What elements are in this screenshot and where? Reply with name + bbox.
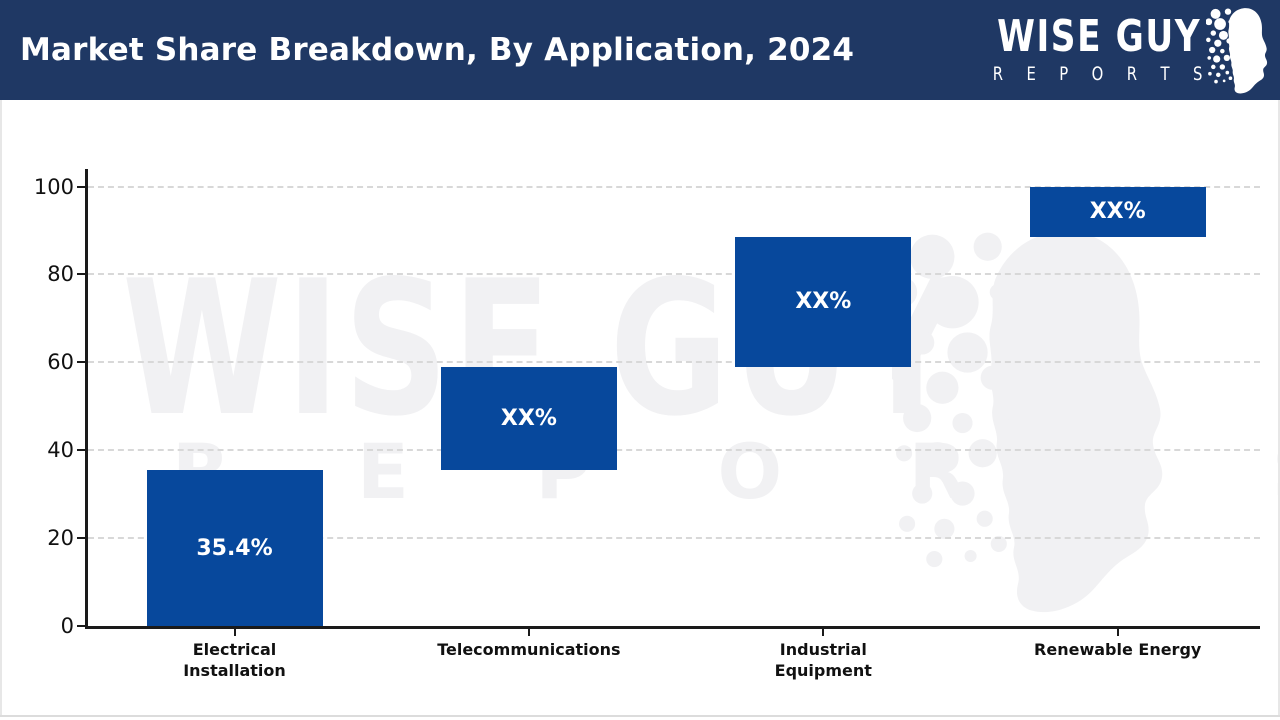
y-tick <box>77 185 85 188</box>
bar-value-label: 35.4% <box>196 535 273 561</box>
bar-value-label: XX% <box>500 406 557 432</box>
bar-value-label: XX% <box>1089 199 1146 225</box>
bottom-border <box>0 715 1280 717</box>
header: Market Share Breakdown, By Application, … <box>0 0 1280 100</box>
gridline <box>88 449 1260 452</box>
wise-guy-logo: WISE GUY R E P O R T S <box>923 4 1268 96</box>
bar: 35.4% <box>146 470 323 626</box>
x-tick <box>1116 629 1119 636</box>
chart-title: Market Share Breakdown, By Application, … <box>20 32 855 68</box>
left-border <box>0 100 2 717</box>
bar-value-label: XX% <box>795 289 852 315</box>
y-tick-label: 80 <box>47 262 74 287</box>
x-axis-label: Renewable Energy <box>968 639 1268 660</box>
bar: XX% <box>735 237 912 367</box>
right-border <box>1278 100 1280 717</box>
y-tick-label: 20 <box>47 526 74 551</box>
x-axis-label: Electrical Installation <box>85 639 385 681</box>
y-tick-label: 100 <box>33 174 74 199</box>
y-tick-label: 60 <box>47 350 74 375</box>
y-tick-label: 40 <box>47 438 74 463</box>
logo-wordmark: WISE GUY <box>997 11 1202 62</box>
y-axis-spine <box>85 169 88 629</box>
x-axis-label-line: Electrical <box>192 640 277 659</box>
logo-text: WISE GUY R E P O R T S <box>987 11 1212 86</box>
bar: XX% <box>440 366 617 471</box>
gridline <box>88 185 1260 188</box>
wise-guy-head-icon <box>1206 8 1268 94</box>
x-axis-label-line: Telecommunications <box>437 640 621 659</box>
logo-subtitle: R E P O R T S <box>993 63 1212 85</box>
x-axis-label-line: Industrial <box>779 640 867 659</box>
y-tick <box>77 537 85 540</box>
x-axis-label-line: Equipment <box>774 661 872 680</box>
x-tick <box>822 629 825 636</box>
bar: XX% <box>1029 186 1206 238</box>
plot-area: 0 20 40 60 80 100 35.4% Electrical Installation X… <box>34 169 1260 680</box>
y-tick-label: 0 <box>60 614 74 638</box>
gridline <box>88 273 1260 276</box>
y-tick <box>77 449 85 452</box>
x-axis-label: Industrial Equipment <box>673 639 973 681</box>
gridline <box>88 361 1260 364</box>
y-tick <box>77 361 85 364</box>
x-axis-spine <box>85 626 1260 629</box>
y-tick <box>77 273 85 276</box>
x-axis-label-line: Renewable Energy <box>1034 640 1202 659</box>
y-tick <box>77 625 85 627</box>
x-tick <box>233 629 236 636</box>
x-tick <box>527 629 530 636</box>
x-axis-label-line: Installation <box>183 661 286 680</box>
gridline <box>88 537 1260 540</box>
x-axis-label: Telecommunications <box>379 639 679 660</box>
